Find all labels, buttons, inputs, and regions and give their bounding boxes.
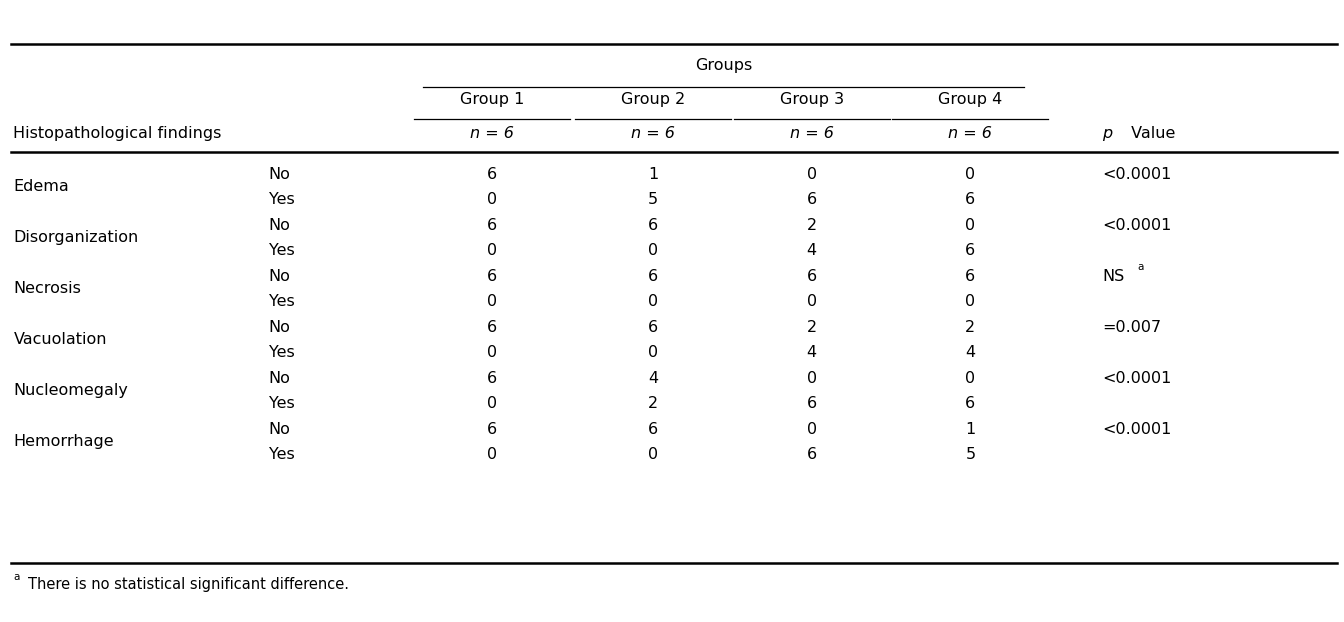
- Text: Group 3: Group 3: [780, 92, 844, 107]
- Text: 6: 6: [965, 396, 976, 411]
- Text: No: No: [269, 371, 290, 386]
- Text: Necrosis: Necrosis: [13, 281, 82, 297]
- Text: 6: 6: [965, 192, 976, 207]
- Text: 1: 1: [965, 422, 976, 437]
- Text: 6: 6: [487, 218, 497, 233]
- Text: 2: 2: [806, 218, 817, 233]
- Text: 0: 0: [648, 243, 659, 258]
- Text: 6: 6: [487, 320, 497, 335]
- Text: 0: 0: [487, 192, 497, 207]
- Text: 6: 6: [648, 269, 659, 284]
- Text: Hemorrhage: Hemorrhage: [13, 434, 114, 450]
- Text: 4: 4: [806, 243, 817, 258]
- Text: 0: 0: [806, 167, 817, 182]
- Text: 0: 0: [965, 294, 976, 309]
- Text: 6: 6: [487, 167, 497, 182]
- Text: Edema: Edema: [13, 179, 69, 195]
- Text: 6: 6: [806, 396, 817, 411]
- Text: Histopathological findings: Histopathological findings: [13, 126, 222, 141]
- Text: 6: 6: [648, 320, 659, 335]
- Text: No: No: [269, 320, 290, 335]
- Text: There is no statistical significant difference.: There is no statistical significant diff…: [28, 577, 349, 592]
- Text: No: No: [269, 167, 290, 182]
- Text: <0.0001: <0.0001: [1102, 167, 1172, 182]
- Text: n = 6: n = 6: [632, 126, 675, 141]
- Text: Yes: Yes: [269, 396, 294, 411]
- Text: Groups: Groups: [695, 58, 753, 73]
- Text: 0: 0: [806, 422, 817, 437]
- Text: Group 2: Group 2: [621, 92, 685, 107]
- Text: 6: 6: [487, 269, 497, 284]
- Text: NS: NS: [1102, 269, 1125, 284]
- Text: a: a: [13, 572, 20, 582]
- Text: <0.0001: <0.0001: [1102, 422, 1172, 437]
- Text: 0: 0: [487, 447, 497, 462]
- Text: Yes: Yes: [269, 192, 294, 207]
- Text: Value: Value: [1126, 126, 1176, 141]
- Text: 4: 4: [806, 345, 817, 360]
- Text: =0.007: =0.007: [1102, 320, 1161, 335]
- Text: 4: 4: [965, 345, 976, 360]
- Text: 0: 0: [487, 396, 497, 411]
- Text: Disorganization: Disorganization: [13, 230, 138, 246]
- Text: Yes: Yes: [269, 345, 294, 360]
- Text: Yes: Yes: [269, 243, 294, 258]
- Text: <0.0001: <0.0001: [1102, 218, 1172, 233]
- Text: 0: 0: [487, 345, 497, 360]
- Text: 0: 0: [806, 371, 817, 386]
- Text: 6: 6: [965, 269, 976, 284]
- Text: 5: 5: [648, 192, 659, 207]
- Text: 6: 6: [648, 422, 659, 437]
- Text: No: No: [269, 218, 290, 233]
- Text: 4: 4: [648, 371, 659, 386]
- Text: No: No: [269, 269, 290, 284]
- Text: 6: 6: [806, 192, 817, 207]
- Text: <0.0001: <0.0001: [1102, 371, 1172, 386]
- Text: n = 6: n = 6: [790, 126, 833, 141]
- Text: 6: 6: [487, 371, 497, 386]
- Text: n = 6: n = 6: [949, 126, 992, 141]
- Text: 6: 6: [487, 422, 497, 437]
- Text: 0: 0: [965, 371, 976, 386]
- Text: 2: 2: [648, 396, 659, 411]
- Text: p: p: [1102, 126, 1113, 141]
- Text: Group 1: Group 1: [460, 92, 524, 107]
- Text: 6: 6: [806, 269, 817, 284]
- Text: 5: 5: [965, 447, 976, 462]
- Text: 0: 0: [648, 447, 659, 462]
- Text: 0: 0: [806, 294, 817, 309]
- Text: 6: 6: [806, 447, 817, 462]
- Text: Nucleomegaly: Nucleomegaly: [13, 383, 128, 399]
- Text: n = 6: n = 6: [470, 126, 513, 141]
- Text: 2: 2: [806, 320, 817, 335]
- Text: 1: 1: [648, 167, 659, 182]
- Text: 6: 6: [648, 218, 659, 233]
- Text: Yes: Yes: [269, 294, 294, 309]
- Text: No: No: [269, 422, 290, 437]
- Text: 2: 2: [965, 320, 976, 335]
- Text: Vacuolation: Vacuolation: [13, 332, 108, 348]
- Text: Group 4: Group 4: [938, 92, 1003, 107]
- Text: 6: 6: [965, 243, 976, 258]
- Text: 0: 0: [487, 243, 497, 258]
- Text: 0: 0: [487, 294, 497, 309]
- Text: a: a: [1137, 262, 1144, 272]
- Text: 0: 0: [965, 167, 976, 182]
- Text: Yes: Yes: [269, 447, 294, 462]
- Text: 0: 0: [648, 294, 659, 309]
- Text: 0: 0: [965, 218, 976, 233]
- Text: 0: 0: [648, 345, 659, 360]
